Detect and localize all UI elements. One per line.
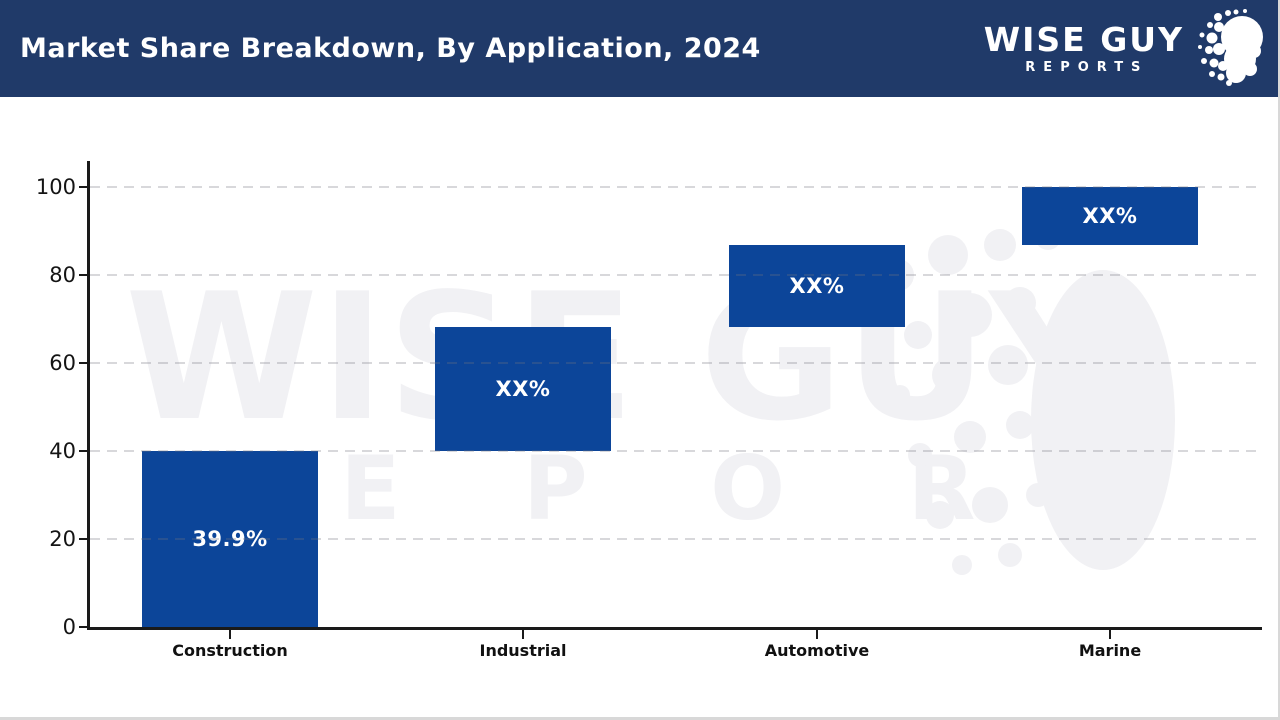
bar-value-label-marine: XX% — [1082, 203, 1138, 228]
bar-automotive: XX% — [729, 244, 905, 328]
x-axis-tick-construction — [229, 630, 231, 639]
bar-value-label-construction: 39.9% — [192, 527, 268, 552]
gridline-80 — [90, 274, 1262, 276]
x-axis-tick-industrial — [522, 630, 524, 639]
y-axis-tick-40 — [79, 450, 87, 452]
bar-value-label-automotive: XX% — [789, 273, 845, 298]
x-axis-label-construction: Construction — [172, 641, 288, 660]
logo-wordmark: WISE GUY — [983, 19, 1184, 59]
gridline-60 — [90, 362, 1262, 364]
gridline-100 — [90, 186, 1262, 188]
watermark-face-icon — [858, 215, 1178, 599]
y-axis-label-20: 20 — [49, 527, 76, 551]
x-axis-label-industrial: Industrial — [479, 641, 567, 660]
y-axis-tick-20 — [79, 538, 87, 540]
y-axis-tick-60 — [79, 362, 87, 364]
y-axis-label-80: 80 — [49, 263, 76, 287]
gridline-40 — [90, 450, 1262, 452]
x-axis-tick-automotive — [816, 630, 818, 639]
x-axis-tick-marine — [1109, 630, 1111, 639]
chart-plot-area: WISE GUY R E P O R T S 0 20 40 60 80 100 39.9%… — [0, 97, 1280, 717]
logo-text: WISE GUY REPORTS — [983, 19, 1184, 75]
wise-guy-logo: WISE GUY REPORTS — [984, 7, 1278, 91]
y-axis-line — [87, 161, 90, 630]
y-axis-label-0: 0 — [62, 615, 76, 639]
watermark-text-line1: WISE GUY — [125, 257, 1119, 460]
y-axis-label-100: 100 — [35, 175, 76, 199]
x-axis-label-marine: Marine — [1078, 641, 1142, 660]
y-axis-tick-0 — [79, 626, 87, 628]
y-axis-label-60: 60 — [49, 351, 76, 375]
bar-industrial: XX% — [435, 327, 611, 452]
y-axis-tick-100 — [79, 186, 87, 188]
x-axis-label-automotive: Automotive — [764, 641, 870, 660]
gridline-20 — [90, 538, 1262, 540]
y-axis-tick-80 — [79, 274, 87, 276]
bar-marine: XX% — [1022, 187, 1198, 245]
bar-construction: 39.9% — [142, 451, 318, 627]
x-axis-line — [87, 627, 1262, 630]
watermark-text-line2: R E P O R T S — [150, 437, 1280, 540]
logo-subtitle: REPORTS — [1025, 59, 1149, 75]
page-title: Market Share Breakdown, By Application, … — [20, 33, 761, 64]
header-bar: Market Share Breakdown, By Application, … — [0, 0, 1278, 97]
bar-value-label-industrial: XX% — [495, 377, 551, 402]
y-axis-label-40: 40 — [49, 439, 76, 463]
wise-guy-face-icon — [1188, 7, 1264, 91]
